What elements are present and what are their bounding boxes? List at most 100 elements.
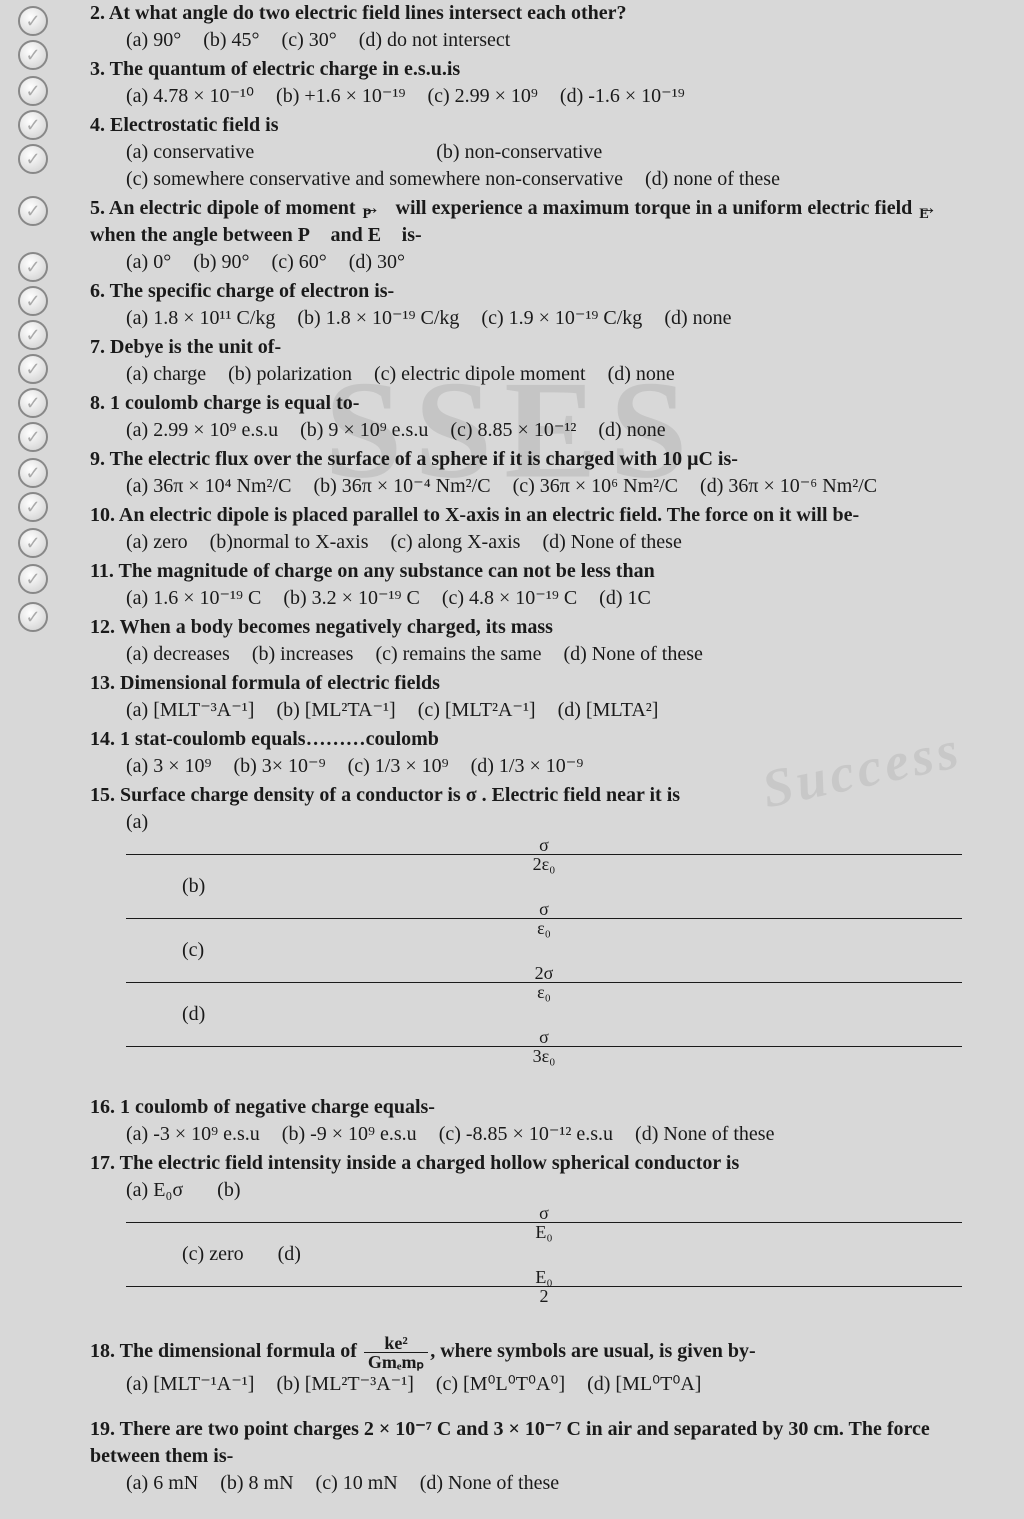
option: (a) conservative bbox=[126, 141, 254, 163]
question-stem: 10. An electric dipole is placed paralle… bbox=[90, 502, 984, 529]
question-10: 10. An electric dipole is placed paralle… bbox=[90, 502, 984, 556]
option: (a) [MLT⁻³A⁻¹] bbox=[126, 699, 254, 721]
question-18: 18. The dimensional formula of ke²Gmₑmₚ,… bbox=[90, 1334, 984, 1398]
option: (b) 3.2 × 10⁻¹⁹ C bbox=[283, 587, 419, 609]
question-stem: 9. The electric flux over the surface of… bbox=[90, 446, 984, 473]
option: (d) None of these bbox=[563, 643, 702, 665]
question-stem: 14. 1 stat-coulomb equals………coulomb bbox=[90, 726, 984, 753]
question-options: (a) 0°(b) 90°(c) 60°(d) 30° bbox=[90, 249, 984, 276]
question-stem: 15. Surface charge density of a conducto… bbox=[90, 782, 984, 809]
question-6: 6. The specific charge of electron is-(a… bbox=[90, 278, 984, 332]
option: (d) [ML⁰T⁰A] bbox=[587, 1373, 701, 1395]
option: (d) 1C bbox=[599, 587, 651, 609]
option: (b) [ML²TA⁻¹] bbox=[276, 699, 395, 721]
question-7: 7. Debye is the unit of-(a) charge(b) po… bbox=[90, 334, 984, 388]
option: (d) None of these bbox=[635, 1123, 774, 1145]
option: (a) 90° bbox=[126, 29, 181, 51]
question-options: (a) 4.78 × 10⁻¹⁰ (b) +1.6 × 10⁻¹⁹ (c) 2.99… bbox=[90, 83, 984, 110]
question-stem: 5. An electric dipole of moment →P will … bbox=[90, 195, 984, 249]
option: (c) 60° bbox=[272, 251, 327, 273]
option: (c) 2.99 × 10⁹ bbox=[427, 85, 537, 107]
question-stem: 2. At what angle do two electric field l… bbox=[90, 0, 984, 27]
question-14: 14. 1 stat-coulomb equals………coulomb(a) 3… bbox=[90, 726, 984, 780]
option: (b) 45° bbox=[203, 29, 259, 51]
option: (d) do not intersect bbox=[359, 29, 511, 51]
option: (a) 2.99 × 10⁹ e.s.u bbox=[126, 419, 278, 441]
question-stem: 13. Dimensional formula of electric fiel… bbox=[90, 670, 984, 697]
question-options: (a) σ2ε₀(b) σε₀(c) 2σε₀(d) σ3ε₀ bbox=[90, 809, 984, 1092]
question-options: (a) E₀σ(b) σE₀(c) zero(d) E₀2 bbox=[90, 1177, 984, 1332]
question-stem: 4. Electrostatic field is bbox=[90, 112, 984, 139]
option: (a) 6 mN bbox=[126, 1472, 198, 1494]
option: (a) 1.6 × 10⁻¹⁹ C bbox=[126, 587, 261, 609]
option: (a) [MLT⁻¹A⁻¹] bbox=[126, 1373, 254, 1395]
option: (d) 36π × 10⁻⁶ Nm²/C bbox=[700, 475, 877, 497]
option: (b) 9 × 10⁹ e.s.u bbox=[300, 419, 428, 441]
question-options: (a) zero(b)normal to X-axis(c) along X-a… bbox=[90, 529, 984, 556]
option: (b) 36π × 10⁻⁴ Nm²/C bbox=[313, 475, 490, 497]
option: (c) zero bbox=[182, 1243, 244, 1265]
option: (a) 0° bbox=[126, 251, 171, 273]
option: (c) along X-axis bbox=[390, 531, 520, 553]
option: (b)normal to X-axis bbox=[210, 531, 369, 553]
option: (a) 1.8 × 10¹¹ C/kg bbox=[126, 307, 275, 329]
question-17: 17. The electric field intensity inside … bbox=[90, 1150, 984, 1332]
question-stem: 3. The quantum of electric charge in e.s… bbox=[90, 56, 984, 83]
option: (c) [MLT²A⁻¹] bbox=[418, 699, 536, 721]
option: (b) increases bbox=[252, 643, 354, 665]
option: (d) none bbox=[608, 363, 675, 385]
option: (a) 36π × 10⁴ Nm²/C bbox=[126, 475, 291, 497]
question-stem: 17. The electric field intensity inside … bbox=[90, 1150, 984, 1177]
option: (d) E₀2 bbox=[126, 1243, 984, 1329]
question-13: 13. Dimensional formula of electric fiel… bbox=[90, 670, 984, 724]
question-stem: 6. The specific charge of electron is- bbox=[90, 278, 984, 305]
option: (c) 4.8 × 10⁻¹⁹ C bbox=[442, 587, 577, 609]
question-options: (a) 3 × 10⁹(b) 3× 10⁻⁹(c) 1/3 × 10⁹(d) 1… bbox=[90, 753, 984, 780]
option: (c) remains the same bbox=[375, 643, 541, 665]
option: (c) 10 mN bbox=[316, 1472, 398, 1494]
question-9: 9. The electric flux over the surface of… bbox=[90, 446, 984, 500]
option: (c) 30° bbox=[282, 29, 337, 51]
question-stem: 19. There are two point charges 2 × 10⁻⁷… bbox=[90, 1416, 984, 1470]
option: (c) 1.9 × 10⁻¹⁹ C/kg bbox=[481, 307, 642, 329]
question-stem: 7. Debye is the unit of- bbox=[90, 334, 984, 361]
option: (a) σ2ε₀ bbox=[126, 811, 984, 897]
question-stem: 11. The magnitude of charge on any subst… bbox=[90, 558, 984, 585]
option: (a) 4.78 × 10⁻¹⁰ bbox=[126, 85, 254, 107]
question-options: (a) 36π × 10⁴ Nm²/C (b) 36π × 10⁻⁴ Nm²/C (… bbox=[90, 473, 984, 500]
question-stem: 18. The dimensional formula of ke²Gmₑmₚ,… bbox=[90, 1334, 984, 1371]
option: (a) E₀σ bbox=[126, 1179, 183, 1201]
option: (d) none of these bbox=[645, 168, 780, 190]
option: (c) 2σε₀ bbox=[126, 939, 984, 1025]
option: (b) -9 × 10⁹ e.s.u bbox=[282, 1123, 417, 1145]
option: (a) -3 × 10⁹ e.s.u bbox=[126, 1123, 260, 1145]
question-5: 5. An electric dipole of moment →P will … bbox=[90, 195, 984, 276]
question-options: (a) charge(b) polarization(c) electric d… bbox=[90, 361, 984, 388]
question-options: (a) 1.8 × 10¹¹ C/kg(b) 1.8 × 10⁻¹⁹ C/kg(… bbox=[90, 305, 984, 332]
question-15: 15. Surface charge density of a conducto… bbox=[90, 782, 984, 1092]
question-16: 16. 1 coulomb of negative charge equals-… bbox=[90, 1094, 984, 1148]
question-options: (a) 6 mN(b) 8 mN(c) 10 mN(d) None of the… bbox=[90, 1470, 984, 1497]
question-stem: 12. When a body becomes negatively charg… bbox=[90, 614, 984, 641]
option: (d) 30° bbox=[349, 251, 405, 273]
question-options: (a) [MLT⁻³A⁻¹] (b) [ML²TA⁻¹] (c) [MLT²A⁻¹]… bbox=[90, 697, 984, 724]
question-options: (a) 1.6 × 10⁻¹⁹ C (b) 3.2 × 10⁻¹⁹ C (c) 4.… bbox=[90, 585, 984, 612]
option: (d) 1/3 × 10⁻⁹ bbox=[471, 755, 584, 777]
option: (d) [MLTA²] bbox=[558, 699, 659, 721]
option: (b) 3× 10⁻⁹ bbox=[233, 755, 325, 777]
question-options: (a) 2.99 × 10⁹ e.s.u (b) 9 × 10⁹ e.s.u (c)… bbox=[90, 417, 984, 444]
option: (c) -8.85 × 10⁻¹² e.s.u bbox=[439, 1123, 613, 1145]
option: (c) 8.85 × 10⁻¹² bbox=[450, 419, 576, 441]
option: (b) +1.6 × 10⁻¹⁹ bbox=[276, 85, 405, 107]
option: (d) σ3ε₀ bbox=[126, 1003, 984, 1089]
question-8: 8. 1 coulomb charge is equal to-(a) 2.99… bbox=[90, 390, 984, 444]
question-options: (a) 90° (b) 45° (c) 30° (d) do not intersec… bbox=[90, 27, 984, 54]
option: (c) [M⁰L⁰T⁰A⁰] bbox=[436, 1373, 565, 1395]
option: (b) σε₀ bbox=[126, 875, 984, 961]
option: (b) [ML²T⁻³A⁻¹] bbox=[276, 1373, 413, 1395]
option: (c) 36π × 10⁶ Nm²/C bbox=[513, 475, 678, 497]
option: (d) none bbox=[664, 307, 731, 329]
option: (b) non-conservative bbox=[436, 141, 602, 163]
option: (b) 8 mN bbox=[220, 1472, 293, 1494]
option: (c) electric dipole moment bbox=[374, 363, 586, 385]
